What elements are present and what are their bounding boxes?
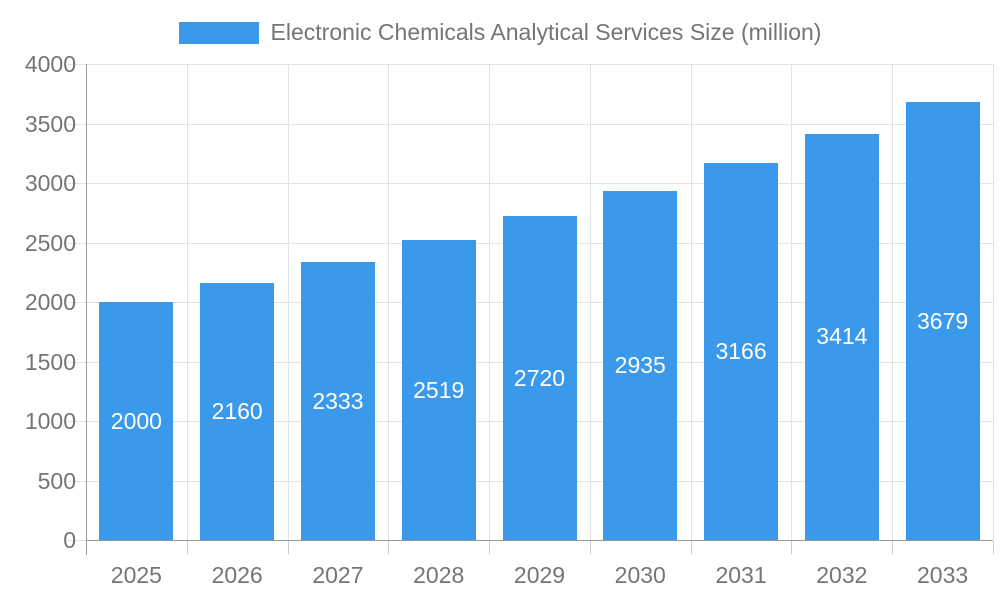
bar-value-label: 3414 xyxy=(816,323,868,350)
gridline-vertical xyxy=(287,64,289,540)
x-tick-label: 2030 xyxy=(614,562,666,588)
x-tick-label: 2031 xyxy=(715,562,767,588)
x-tick-label: 2027 xyxy=(312,562,364,588)
legend: Electronic Chemicals Analytical Services… xyxy=(0,19,1000,46)
x-tick-label: 2029 xyxy=(513,562,566,588)
y-tick-label: 3500 xyxy=(24,110,76,137)
x-tick-mark xyxy=(892,541,894,554)
y-tick-label: 1000 xyxy=(24,408,76,434)
bar-value-label: 2720 xyxy=(513,364,566,391)
y-tick-mark xyxy=(68,183,86,184)
chart-title: Electronic Chemicals Analytical Services… xyxy=(270,19,822,45)
bar-2031: 3166 xyxy=(704,163,779,540)
x-tick-mark xyxy=(186,541,188,554)
x-tick-mark xyxy=(589,541,591,554)
gridline-vertical xyxy=(589,64,591,540)
gridline-horizontal xyxy=(87,183,993,184)
bar-2030: 2935 xyxy=(603,190,678,540)
bar-2032: 3414 xyxy=(804,133,879,540)
y-tick-mark xyxy=(68,421,86,422)
y-tick-label: 2500 xyxy=(24,229,76,256)
x-tick-mark xyxy=(287,541,289,554)
y-tick-label: 2000 xyxy=(24,289,76,315)
y-tick-mark xyxy=(68,361,86,363)
bar-value-label: 2333 xyxy=(312,387,364,414)
bar-2029: 2720 xyxy=(502,216,577,540)
bar-value-label: 2519 xyxy=(413,376,465,403)
bar-value-label: 3166 xyxy=(715,338,767,365)
x-tick-label: 2025 xyxy=(110,562,162,588)
legend-item[interactable]: Electronic Chemicals Analytical Services… xyxy=(178,19,822,46)
bar-value-label: 3679 xyxy=(917,307,969,334)
gridline-vertical xyxy=(186,64,188,540)
gridline-vertical xyxy=(993,64,994,540)
gridline-vertical xyxy=(690,64,692,540)
bar-value-label: 2935 xyxy=(614,351,666,378)
x-tick-mark xyxy=(690,541,692,554)
y-tick-mark xyxy=(68,242,86,244)
x-tick-label: 2032 xyxy=(816,562,868,588)
plot-area: 2000 2160 2333 2519 2720 2935 3166 3414 3679 xyxy=(68,64,994,555)
y-tick-mark xyxy=(68,540,86,541)
bar-2027: 2333 xyxy=(300,262,375,540)
y-tick-label: 1500 xyxy=(24,348,76,375)
x-axis-line xyxy=(86,540,993,541)
x-tick-mark xyxy=(489,541,491,554)
bar-2026: 2160 xyxy=(200,282,275,540)
gridline-vertical xyxy=(489,64,491,540)
x-tick-label: 2028 xyxy=(413,562,465,588)
y-tick-mark xyxy=(68,480,86,482)
gridline-horizontal xyxy=(87,64,993,65)
gridline-vertical xyxy=(892,64,894,540)
bar-2025: 2000 xyxy=(99,302,174,540)
gridline-horizontal xyxy=(87,123,993,125)
legend-swatch xyxy=(178,21,259,44)
y-axis-line xyxy=(86,64,87,555)
x-tick-label: 2026 xyxy=(211,562,263,588)
y-tick-mark xyxy=(68,302,86,303)
y-tick-label: 4000 xyxy=(24,51,76,77)
bar-2028: 2519 xyxy=(401,240,476,540)
bar-value-label: 2000 xyxy=(110,407,162,434)
bar-value-label: 2160 xyxy=(211,397,263,424)
x-tick-mark xyxy=(993,541,994,554)
y-tick-label: 500 xyxy=(37,467,76,494)
y-tick-label: 3000 xyxy=(24,170,76,196)
gridline-vertical xyxy=(791,64,793,540)
y-tick-label: 0 xyxy=(63,527,76,553)
y-tick-mark xyxy=(68,64,86,65)
bar-2033: 3679 xyxy=(905,102,980,540)
x-tick-mark xyxy=(791,541,793,554)
y-tick-mark xyxy=(68,123,86,125)
x-tick-mark xyxy=(388,541,390,554)
gridline-vertical xyxy=(388,64,390,540)
x-tick-label: 2033 xyxy=(917,562,969,588)
